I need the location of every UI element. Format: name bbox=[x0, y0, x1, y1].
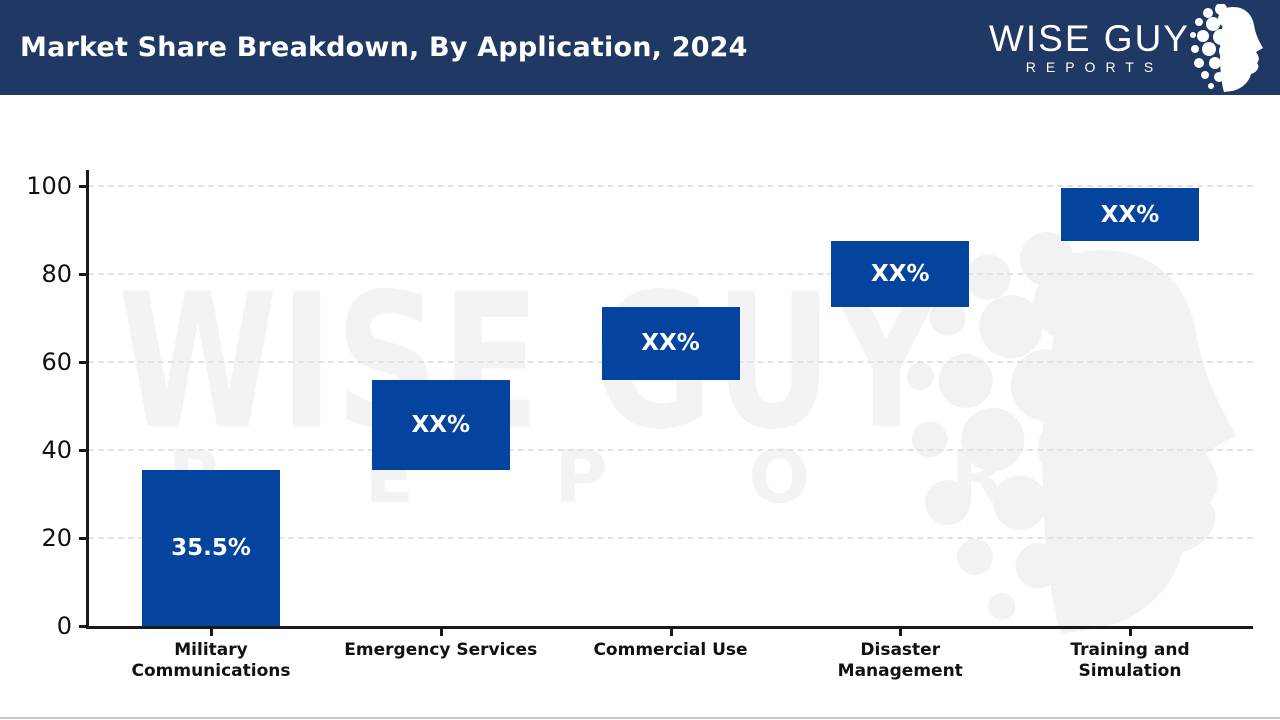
y-tick-label: 0 bbox=[56, 612, 72, 640]
x-tick bbox=[669, 628, 673, 636]
bar-value-label: XX% bbox=[411, 411, 470, 438]
chart-area: WISE GUY R E P O R T S 02040608010035.5%… bbox=[0, 95, 1280, 718]
x-tick-label: Military Communications bbox=[131, 640, 291, 681]
y-tick bbox=[79, 273, 88, 276]
logo-subtitle: REPORTS bbox=[1025, 58, 1164, 75]
logo-head-icon bbox=[1190, 3, 1263, 92]
x-tick-label: Disaster Management bbox=[837, 640, 963, 681]
x-tick-label: Training and Simulation bbox=[1070, 640, 1190, 681]
y-tick bbox=[79, 537, 88, 540]
x-tick-label: Emergency Services bbox=[344, 640, 538, 660]
y-tick bbox=[79, 449, 88, 452]
bar-value-label: 35.5% bbox=[171, 534, 251, 561]
gridline-40 bbox=[88, 449, 1253, 451]
gridline-80 bbox=[88, 273, 1253, 275]
x-tick bbox=[1129, 628, 1132, 636]
x-axis-spine bbox=[86, 626, 1253, 629]
x-tick-label: Commercial Use bbox=[593, 640, 748, 660]
y-tick-label: 60 bbox=[41, 348, 72, 376]
y-tick-label: 100 bbox=[26, 172, 72, 200]
logo-text: WISE GUY REPORTS bbox=[988, 17, 1190, 76]
x-tick bbox=[439, 628, 443, 636]
bar-segment-1 bbox=[142, 469, 280, 626]
y-tick bbox=[79, 185, 88, 188]
y-axis-spine bbox=[86, 170, 89, 629]
wise-guy-logo: WISE GUY REPORTS bbox=[988, 3, 1266, 92]
y-tick-label: 20 bbox=[41, 524, 72, 552]
bar-value-label: XX% bbox=[641, 330, 700, 357]
x-tick bbox=[210, 628, 213, 636]
bar-segment-2 bbox=[371, 379, 510, 470]
bar-segment-5 bbox=[1061, 188, 1199, 241]
bar-segment-4 bbox=[831, 241, 970, 307]
logo-wordmark: WISE GUY bbox=[988, 17, 1190, 59]
bar-value-label: XX% bbox=[870, 261, 930, 287]
header: Market Share Breakdown, By Application, … bbox=[0, 0, 1280, 95]
y-tick bbox=[79, 361, 88, 364]
page-title: Market Share Breakdown, By Application, … bbox=[20, 32, 748, 63]
x-tick bbox=[899, 628, 903, 636]
y-tick bbox=[79, 625, 88, 628]
bar-value-label: XX% bbox=[1100, 201, 1160, 228]
gridline-100 bbox=[88, 185, 1253, 187]
bar-segment-3 bbox=[601, 307, 740, 380]
gridline-20 bbox=[88, 537, 1253, 539]
footer-divider bbox=[0, 717, 1280, 719]
y-tick-label: 80 bbox=[41, 260, 72, 288]
y-tick-label: 40 bbox=[41, 436, 72, 464]
